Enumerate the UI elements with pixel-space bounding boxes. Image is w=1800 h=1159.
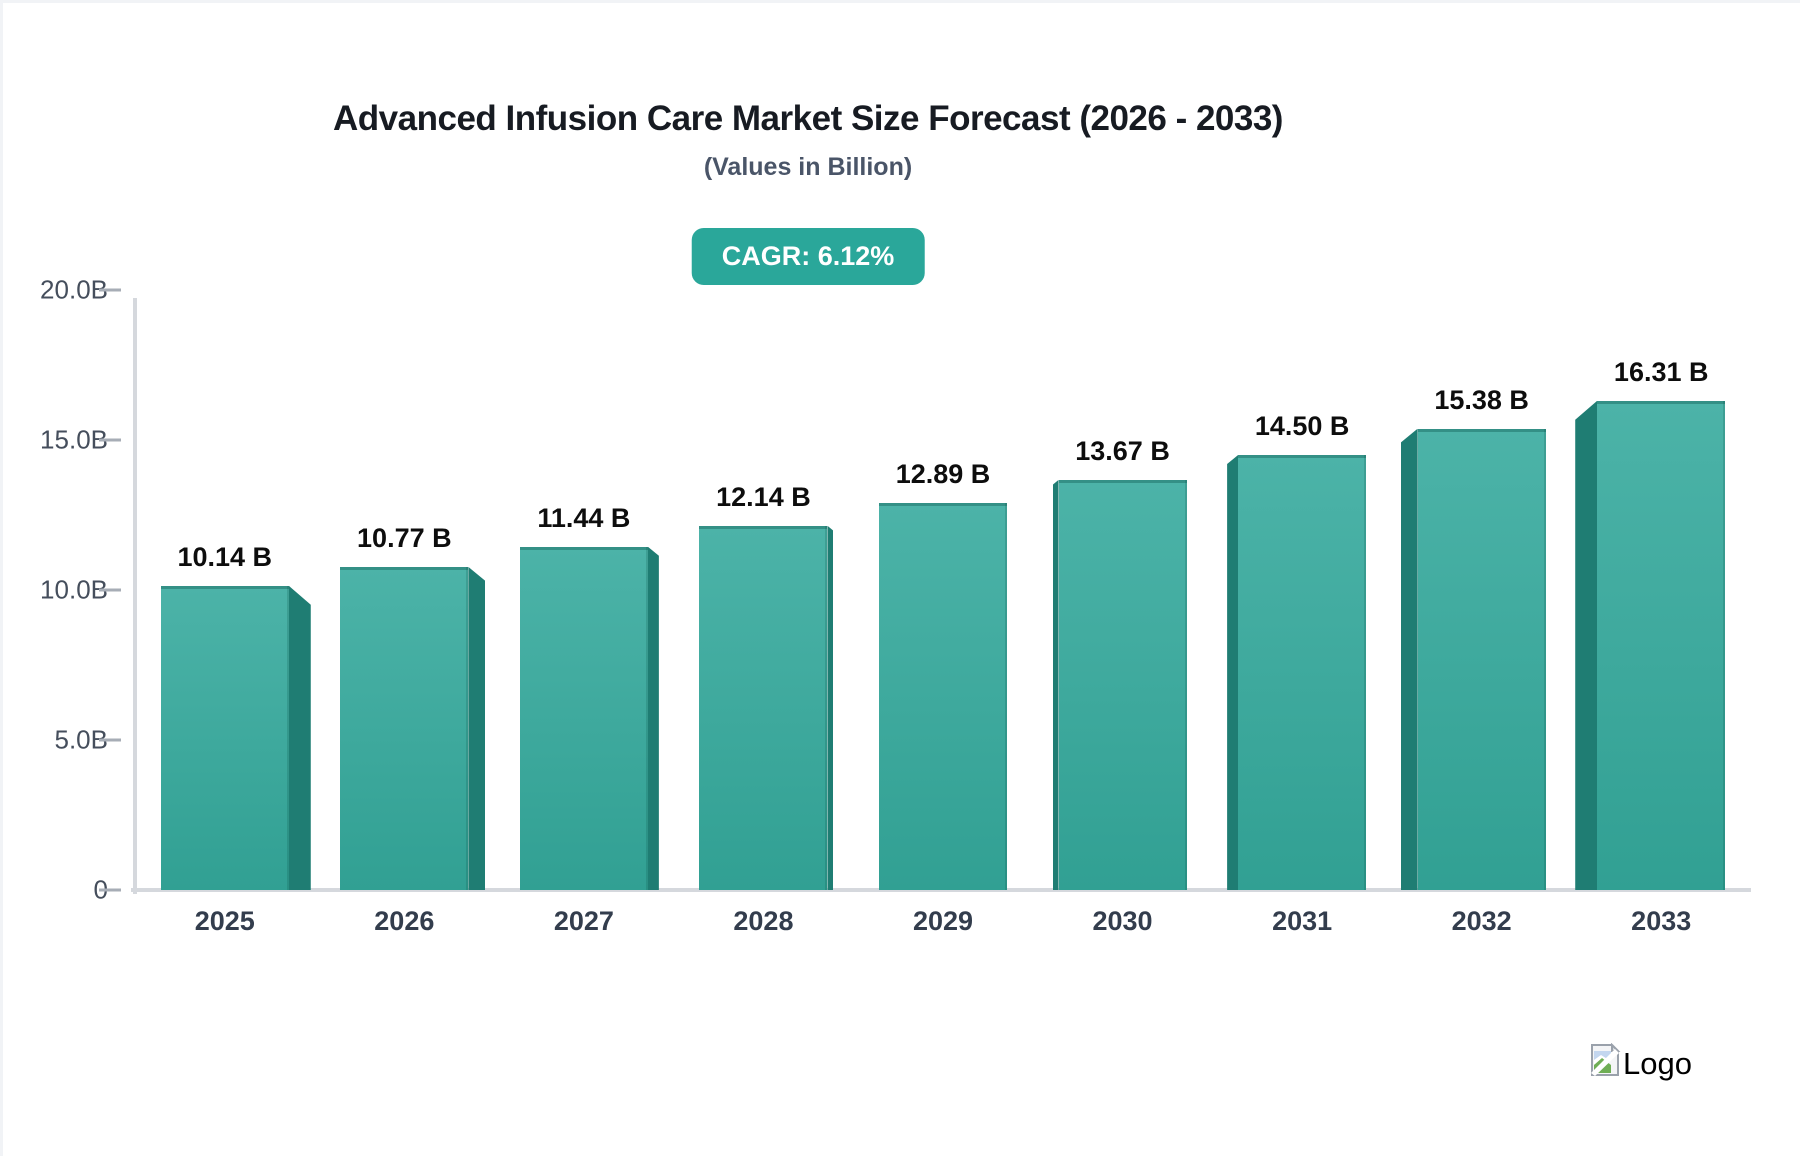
chart-title: Advanced Infusion Care Market Size Forec… xyxy=(333,99,1283,138)
bar-value-label: 13.67 B xyxy=(1075,435,1170,466)
logo-alt-text: Logo xyxy=(1623,1046,1692,1081)
bar-side xyxy=(468,566,486,890)
y-axis-tick-mark xyxy=(99,438,121,442)
bar-value-label: 15.38 B xyxy=(1434,384,1529,415)
bar-side xyxy=(1575,400,1598,890)
bar[interactable] xyxy=(699,525,828,890)
bar-value-label: 14.50 B xyxy=(1254,411,1350,441)
x-axis-label: 2026 xyxy=(374,906,435,936)
y-axis-tick-mark xyxy=(99,288,121,292)
bar-value-label: 12.14 B xyxy=(716,481,811,512)
bar-side xyxy=(288,585,311,890)
x-axis-label: 2033 xyxy=(1631,906,1692,936)
bar-side xyxy=(1400,428,1418,890)
bar[interactable] xyxy=(1597,400,1726,890)
bar-value-label: 16.31 B xyxy=(1613,356,1709,387)
logo: Logo xyxy=(1589,1042,1692,1085)
bar-chart: 0 5.0B 10.0B 15.0B 20.0B 10.14 B 2025 10.77 B 20… xyxy=(3,3,1800,1159)
y-axis-tick-mark xyxy=(99,738,121,742)
bar[interactable] xyxy=(1238,455,1367,890)
y-axis-line xyxy=(133,298,137,894)
x-axis-label: 2030 xyxy=(1092,906,1153,936)
y-axis-tick-label: 15.0B xyxy=(40,424,108,455)
y-axis-tick-label: 20.0B xyxy=(40,274,108,305)
broken-image-icon xyxy=(1589,1042,1621,1085)
x-axis-label: 2025 xyxy=(194,906,255,936)
bar-value-label: 10.14 B xyxy=(177,541,273,572)
bar[interactable] xyxy=(1417,428,1546,890)
bar[interactable] xyxy=(340,566,469,890)
bar[interactable] xyxy=(879,503,1007,890)
bar[interactable] xyxy=(160,585,289,890)
bar-side xyxy=(1227,455,1239,890)
x-axis-label: 2028 xyxy=(733,906,794,936)
x-axis-label: 2027 xyxy=(553,906,614,936)
y-axis-tick-label: 0 xyxy=(3,875,108,906)
y-axis-tick-mark xyxy=(99,588,121,592)
x-axis-line xyxy=(131,888,1751,892)
bar-side xyxy=(1052,479,1059,890)
x-axis-label: 2029 xyxy=(912,906,974,936)
bar-side xyxy=(647,546,659,890)
y-axis-tick-mark xyxy=(99,888,121,892)
bar-side xyxy=(827,525,834,890)
cagr-badge: CAGR: 6.12% xyxy=(691,228,925,285)
bar-value-label: 11.44 B xyxy=(537,502,631,533)
chart-header: Advanced Infusion Care Market Size Forec… xyxy=(3,3,1613,182)
bar-value-label: 12.89 B xyxy=(895,459,991,490)
x-axis-label: 2031 xyxy=(1272,906,1333,936)
chart-subtitle: (Values in Billion) xyxy=(703,153,913,181)
y-axis-tick-label: 5.0B xyxy=(54,724,109,755)
bar-value-label: 10.77 B xyxy=(357,522,452,553)
y-axis-tick-label: 10.0B xyxy=(40,574,108,605)
bar[interactable] xyxy=(519,546,648,890)
x-axis-label: 2032 xyxy=(1451,906,1512,936)
bar[interactable] xyxy=(1058,479,1187,890)
